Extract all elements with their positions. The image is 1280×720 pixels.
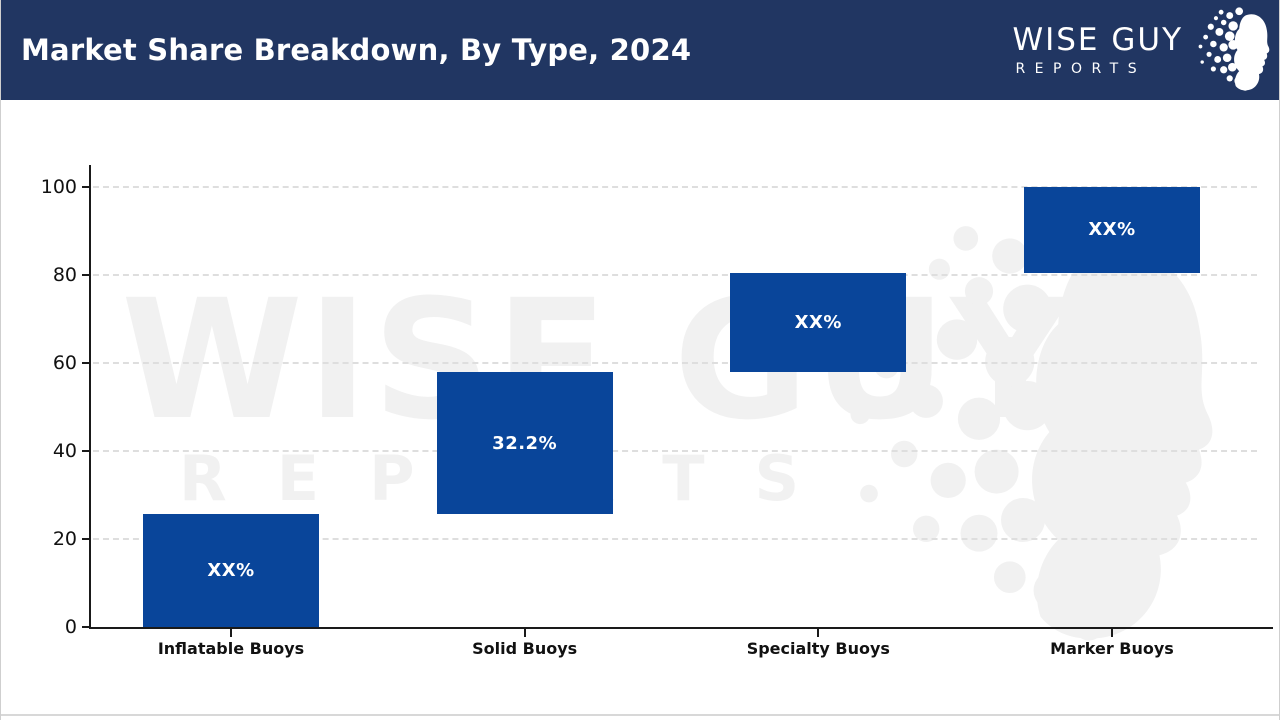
y-axis-tick [82, 626, 91, 628]
bar-value-label: XX% [207, 559, 255, 581]
y-tick-label: 80 [52, 264, 77, 286]
x-tick-label: Marker Buoys [1050, 639, 1174, 658]
bar-value-label: 32.2% [492, 432, 558, 454]
bar: XX% [143, 513, 319, 627]
gridline [93, 186, 1257, 188]
x-axis-tick [817, 629, 820, 637]
y-axis-tick [82, 450, 91, 452]
gridline [93, 538, 1257, 540]
header-bar: Market Share Breakdown, By Type, 2024 WI… [1, 0, 1279, 100]
gridline [93, 450, 1257, 452]
y-tick-label: 0 [64, 616, 77, 638]
bar: XX% [1024, 187, 1200, 273]
x-axis-tick [230, 629, 232, 637]
x-axis-tick [523, 629, 526, 637]
x-axis-tick [1111, 629, 1113, 637]
y-axis-tick [82, 362, 91, 364]
x-tick-label: Solid Buoys [472, 639, 578, 658]
logo-subtitle: REPORTS [1015, 60, 1147, 77]
bar-value-label: XX% [794, 312, 842, 334]
x-tick-label: Specialty Buoys [746, 639, 890, 658]
logo-text: WISE GUY REPORTS [1012, 21, 1183, 77]
y-tick-label: 40 [52, 440, 77, 462]
x-axis-line [89, 627, 1273, 629]
bar-value-label: XX% [1088, 219, 1136, 241]
y-axis-line [89, 165, 91, 629]
bar: 32.2% [436, 372, 613, 514]
y-tick-label: 60 [52, 352, 77, 374]
chart-area: WISE GUY REPORTS 020406080100XX%Inflatab… [1, 100, 1279, 720]
bar: XX% [730, 272, 907, 373]
gridline [93, 362, 1257, 364]
y-axis-tick [82, 186, 91, 188]
gridline [93, 274, 1257, 276]
x-tick-label: Inflatable Buoys [157, 639, 305, 658]
chart-title: Market Share Breakdown, By Type, 2024 [21, 33, 692, 67]
plot: 0 20 40 60 80 100 XX% Inflatable Buoys 32.2% Soli… [1, 100, 1279, 720]
logo-wordmark: WISE GUY [1012, 21, 1183, 58]
bottom-divider [1, 714, 1279, 716]
y-axis-tick [82, 538, 91, 540]
wiseguy-logo: WISE GUY REPORTS [1012, 0, 1271, 100]
y-tick-label: 100 [40, 176, 77, 198]
y-tick-label: 20 [52, 528, 77, 550]
wiseguy-head-icon [1185, 7, 1271, 93]
y-axis-tick [82, 274, 91, 276]
